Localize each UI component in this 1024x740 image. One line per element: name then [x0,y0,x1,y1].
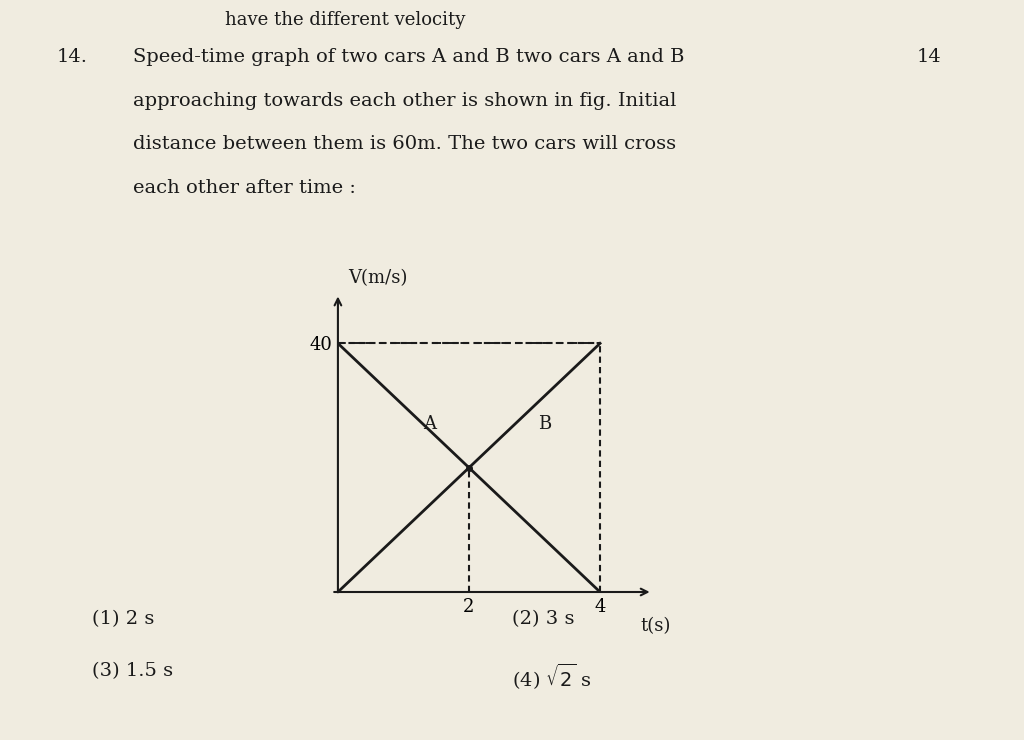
Text: t(s): t(s) [641,617,671,635]
Text: (3) 1.5 s: (3) 1.5 s [92,662,173,680]
Text: (2) 3 s: (2) 3 s [512,610,574,628]
Text: distance between them is 60m. The two cars will cross: distance between them is 60m. The two ca… [133,135,676,153]
Text: (4) $\sqrt{2}$ s: (4) $\sqrt{2}$ s [512,662,592,693]
Text: B: B [538,415,551,433]
Text: each other after time :: each other after time : [133,179,356,197]
Text: V(m/s): V(m/s) [348,269,408,287]
Text: A: A [423,415,436,433]
Text: approaching towards each other is shown in fig. Initial: approaching towards each other is shown … [133,92,677,110]
Text: have the different velocity: have the different velocity [225,11,466,29]
Text: Speed-time graph of two cars A and B two cars A and B: Speed-time graph of two cars A and B two… [133,48,685,66]
Text: 14: 14 [916,48,941,66]
Text: 14.: 14. [56,48,87,66]
Text: (1) 2 s: (1) 2 s [92,610,155,628]
